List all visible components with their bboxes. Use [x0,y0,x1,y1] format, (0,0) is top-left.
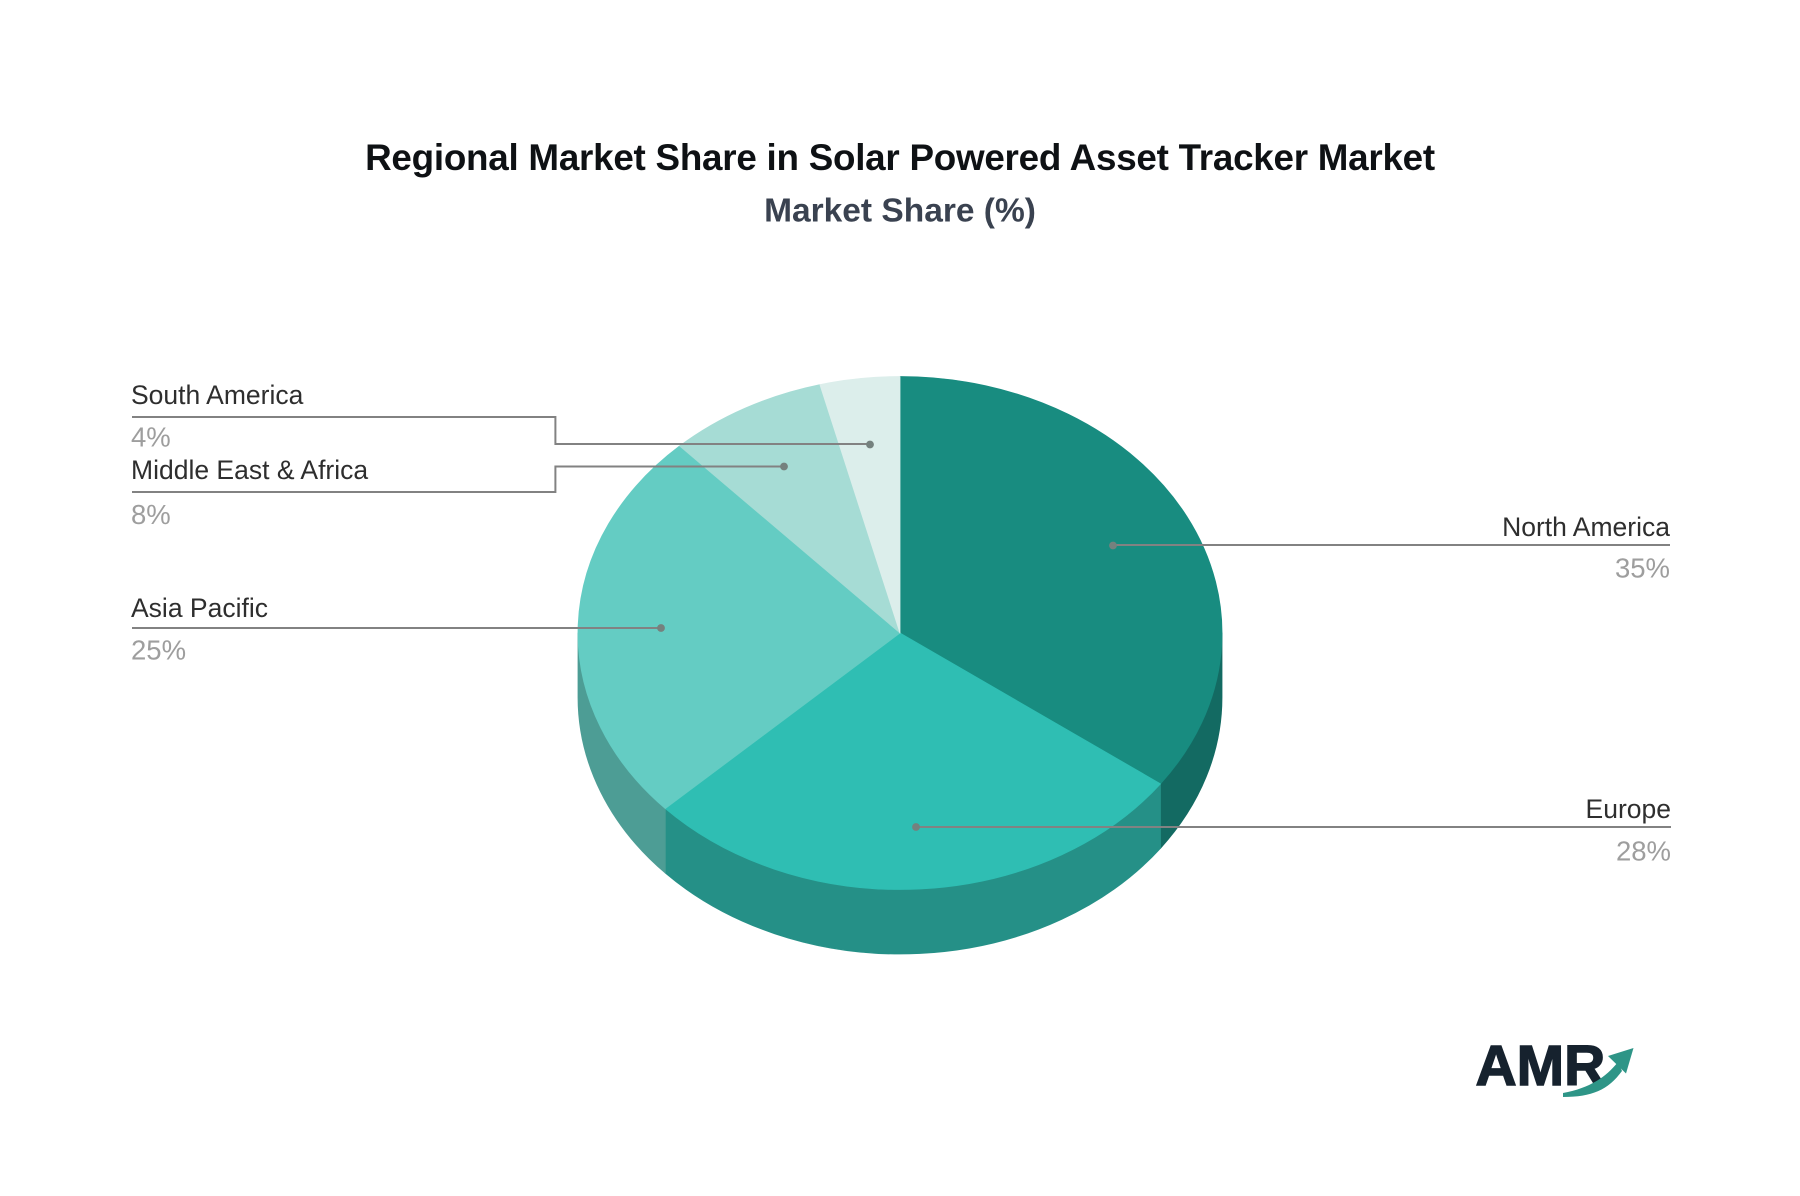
svg-text:North America: North America [1502,512,1670,542]
svg-text:Regional Market Share in Solar: Regional Market Share in Solar Powered A… [365,137,1435,178]
svg-text:28%: 28% [1616,836,1671,867]
svg-text:Asia Pacific: Asia Pacific [131,593,268,623]
svg-text:Market Share (%): Market Share (%) [764,193,1036,230]
svg-text:8%: 8% [131,499,171,530]
svg-text:South America: South America [131,380,304,410]
svg-text:35%: 35% [1615,553,1670,584]
svg-text:4%: 4% [131,422,171,453]
svg-text:25%: 25% [131,635,186,666]
svg-text:Middle East & Africa: Middle East & Africa [131,455,368,485]
svg-text:Europe: Europe [1586,794,1671,824]
